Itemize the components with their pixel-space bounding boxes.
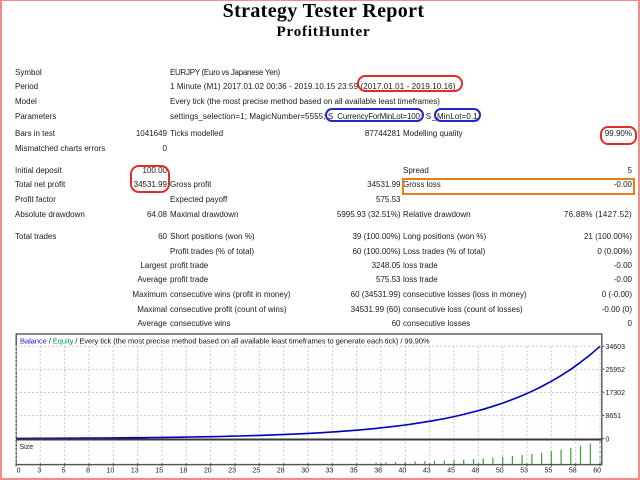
svg-text:40: 40 xyxy=(399,467,407,474)
svg-text:0: 0 xyxy=(606,436,610,443)
svg-text:17302: 17302 xyxy=(606,390,626,397)
svg-text:15: 15 xyxy=(155,467,163,474)
svg-text:Balance / Equity / Every tick: Balance / Equity / Every tick (the most … xyxy=(20,337,430,346)
svg-text:35: 35 xyxy=(350,467,358,474)
svg-text:25: 25 xyxy=(253,467,261,474)
svg-text:25952: 25952 xyxy=(606,367,626,374)
svg-text:50: 50 xyxy=(496,467,504,474)
svg-text:0: 0 xyxy=(17,467,21,474)
svg-text:45: 45 xyxy=(447,467,455,474)
svg-text:48: 48 xyxy=(472,467,480,474)
svg-text:13: 13 xyxy=(131,467,139,474)
svg-text:58: 58 xyxy=(569,467,577,474)
svg-text:10: 10 xyxy=(107,467,115,474)
svg-text:53: 53 xyxy=(520,467,528,474)
svg-text:Size: Size xyxy=(20,444,34,451)
svg-text:55: 55 xyxy=(545,467,553,474)
svg-text:8: 8 xyxy=(86,467,90,474)
svg-text:28: 28 xyxy=(277,467,285,474)
svg-text:8651: 8651 xyxy=(606,413,622,420)
svg-text:18: 18 xyxy=(180,467,188,474)
svg-text:38: 38 xyxy=(374,467,382,474)
svg-text:20: 20 xyxy=(204,467,212,474)
svg-text:23: 23 xyxy=(228,467,236,474)
svg-text:3: 3 xyxy=(37,467,41,474)
svg-text:43: 43 xyxy=(423,467,431,474)
svg-text:33: 33 xyxy=(326,467,334,474)
svg-text:60: 60 xyxy=(593,467,601,474)
svg-text:30: 30 xyxy=(301,467,309,474)
svg-text:5: 5 xyxy=(62,467,66,474)
svg-text:34603: 34603 xyxy=(606,344,626,351)
